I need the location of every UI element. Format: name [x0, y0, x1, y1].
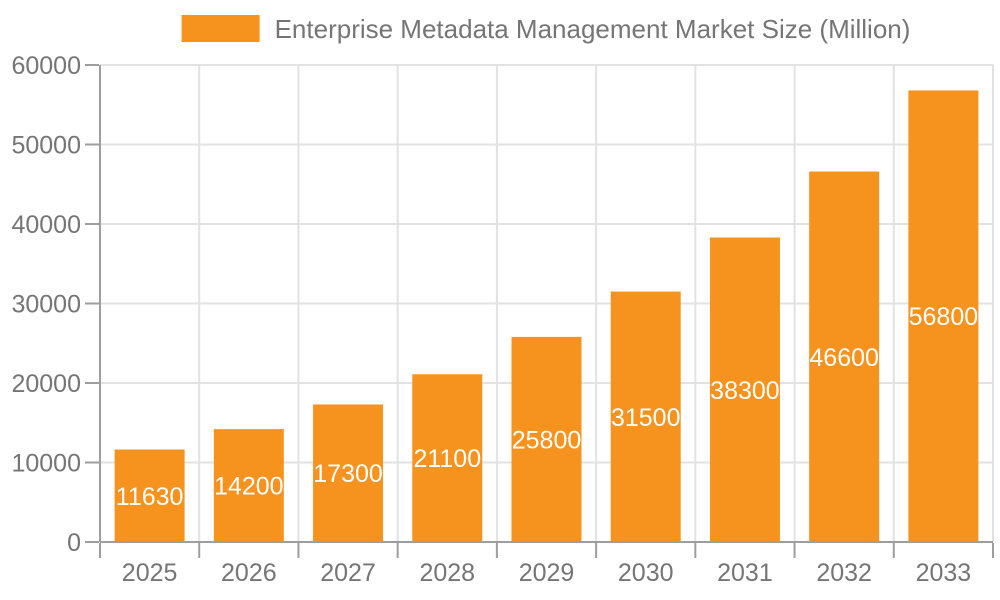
bar-2032: [809, 171, 880, 542]
bar-value-label: 31500: [611, 404, 681, 432]
bar-value-label: 25800: [512, 426, 582, 454]
bar-value-label: 11630: [116, 483, 184, 511]
legend-swatch: [181, 15, 260, 42]
x-tick-label: 2032: [816, 559, 872, 587]
x-tick-label: 2033: [916, 559, 972, 587]
x-tick-label: 2025: [122, 559, 178, 587]
bar-value-label: 46600: [809, 344, 879, 372]
y-tick-label: 20000: [11, 370, 81, 398]
bar-2028: [412, 374, 483, 542]
y-tick-label: 10000: [11, 450, 81, 478]
y-tick-label: 40000: [11, 211, 81, 239]
bar-value-label: 56800: [909, 303, 979, 331]
bar-2031: [709, 237, 780, 542]
bar-2025: [114, 449, 185, 542]
bar-2027: [313, 404, 384, 542]
y-tick-label: 60000: [11, 52, 81, 80]
y-tick-label: 30000: [11, 291, 81, 319]
bar-2030: [610, 291, 681, 542]
bar-value-label: 21100: [413, 445, 481, 473]
x-tick-label: 2027: [320, 559, 376, 587]
x-tick-label: 2026: [221, 559, 277, 587]
y-tick-label: 50000: [11, 132, 81, 160]
x-tick-label: 2029: [519, 559, 575, 587]
x-tick-label: 2031: [717, 559, 773, 587]
chart-title: Enterprise Metadata Management Market Si…: [274, 13, 911, 44]
bar-2033: [908, 90, 979, 542]
x-tick-label: 2030: [618, 559, 674, 587]
bar-value-label: 38300: [710, 377, 780, 405]
chart-legend: Enterprise Metadata Management Market Si…: [181, 13, 911, 44]
y-tick-label: 0: [67, 529, 81, 557]
bar-value-label: 17300: [313, 460, 383, 488]
bar-value-label: 14200: [214, 473, 284, 501]
x-tick-label: 2028: [419, 559, 475, 587]
bar-2026: [213, 429, 284, 542]
bar-2029: [511, 336, 582, 542]
